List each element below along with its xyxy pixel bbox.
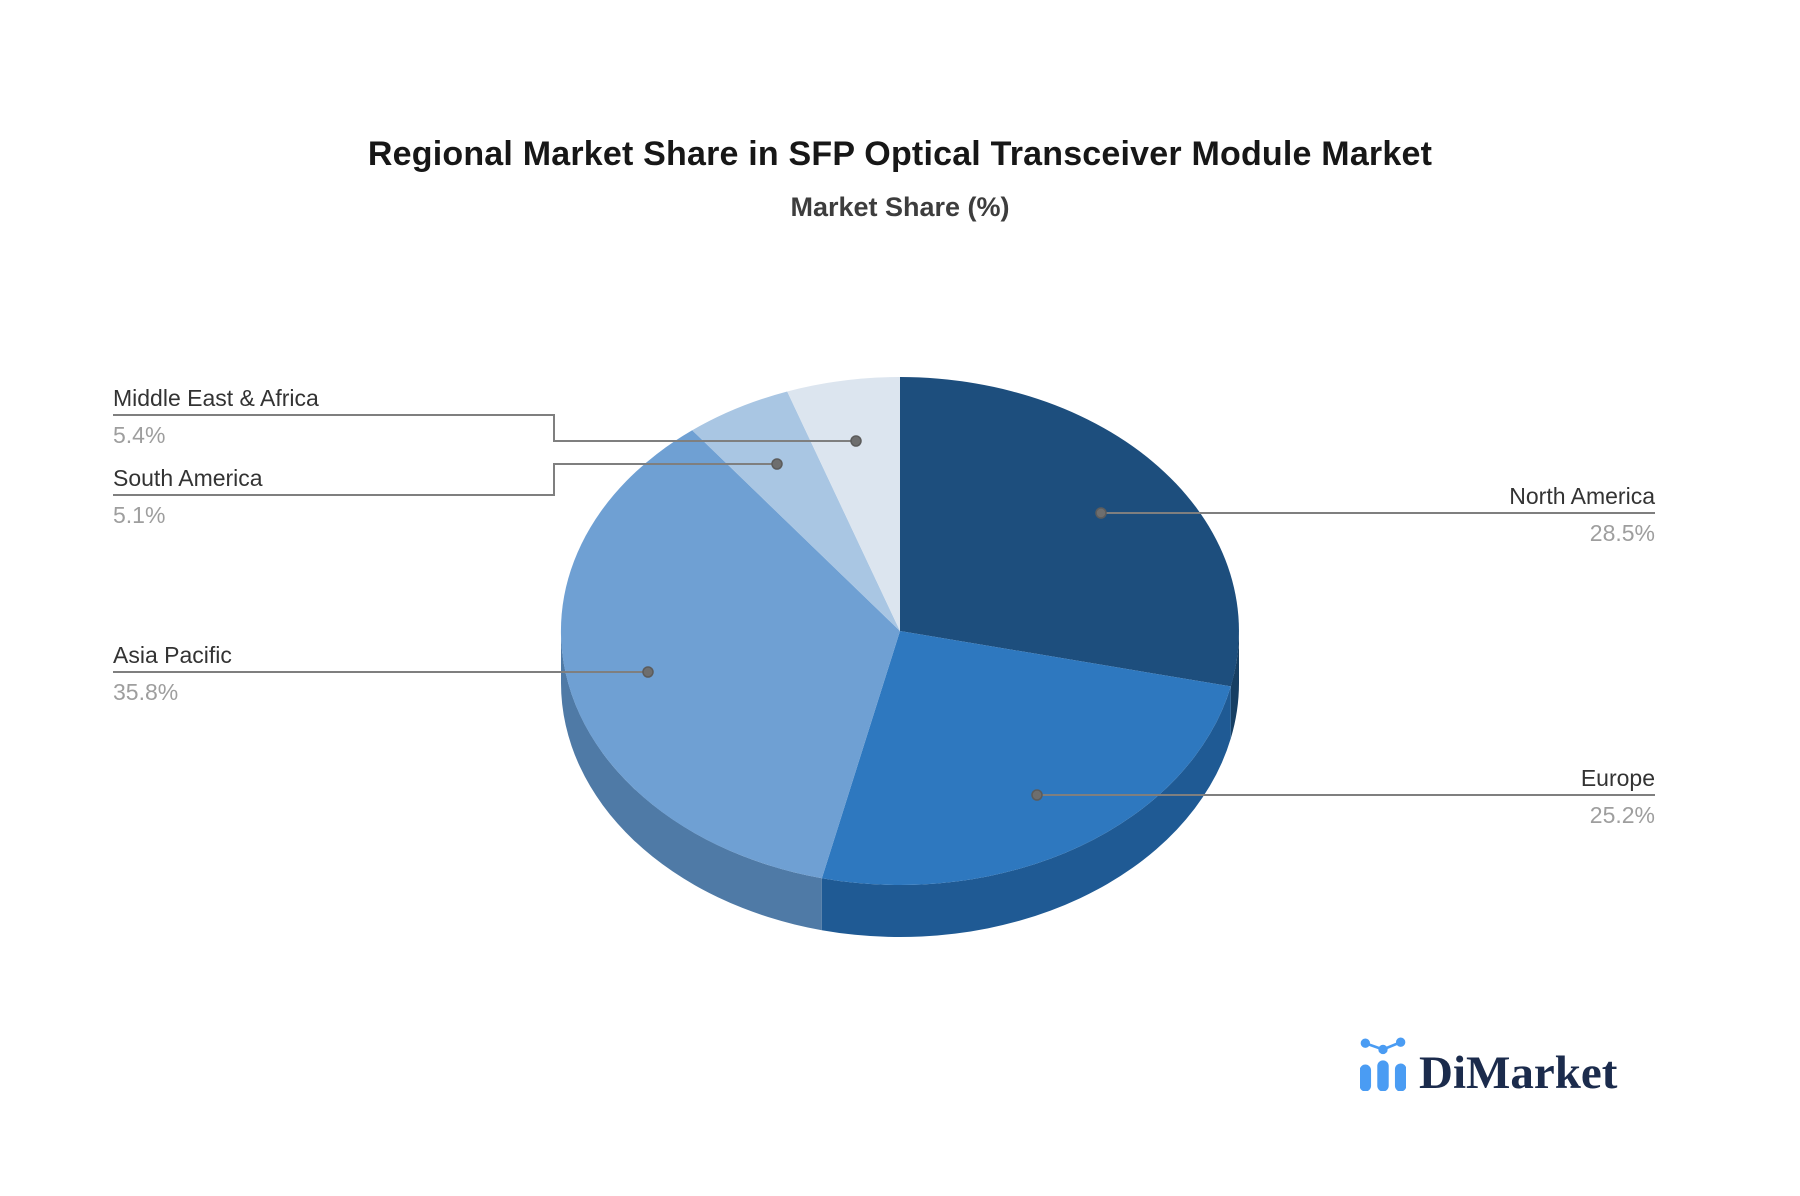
pie-slice-value: 35.8% xyxy=(113,679,179,705)
pie-slice-side xyxy=(561,631,822,931)
pie-slice-value: 28.5% xyxy=(1589,520,1655,546)
pie-slice-label: South America xyxy=(113,465,263,491)
pie-slice-side xyxy=(821,686,1231,938)
connector-dot xyxy=(1031,789,1043,801)
bar-chart-logo-icon xyxy=(1359,1037,1407,1096)
pie-slice-label: Middle East & Africa xyxy=(113,385,319,411)
connector-dot xyxy=(1095,507,1107,519)
pie-slice[interactable] xyxy=(560,430,900,879)
pie-slice-value: 5.4% xyxy=(113,422,166,448)
pie-slice-label: Asia Pacific xyxy=(113,642,232,668)
chart-subtitle: Market Share (%) xyxy=(790,192,1010,222)
pie-slice-side xyxy=(1230,631,1239,739)
brand-logo: DiMarket xyxy=(1359,1037,1618,1099)
label-connector-line xyxy=(113,463,777,496)
pie-slice[interactable] xyxy=(821,631,1231,886)
pie-slice-label: Europe xyxy=(1580,765,1655,791)
pie-slice-label: North America xyxy=(1509,483,1655,509)
pie-slice-value: 25.2% xyxy=(1589,802,1655,828)
chart-title: Regional Market Share in SFP Optical Tra… xyxy=(367,135,1433,173)
label-connector-line xyxy=(113,414,856,442)
connector-dot xyxy=(771,458,783,470)
connector-dot xyxy=(850,435,862,447)
pie-slice[interactable] xyxy=(900,377,1239,687)
connector-dot xyxy=(642,666,654,678)
pie-slice-value: 5.1% xyxy=(113,502,166,528)
brand-logo-text: DiMarket xyxy=(1419,1046,1618,1099)
pie-slice[interactable] xyxy=(692,391,900,632)
